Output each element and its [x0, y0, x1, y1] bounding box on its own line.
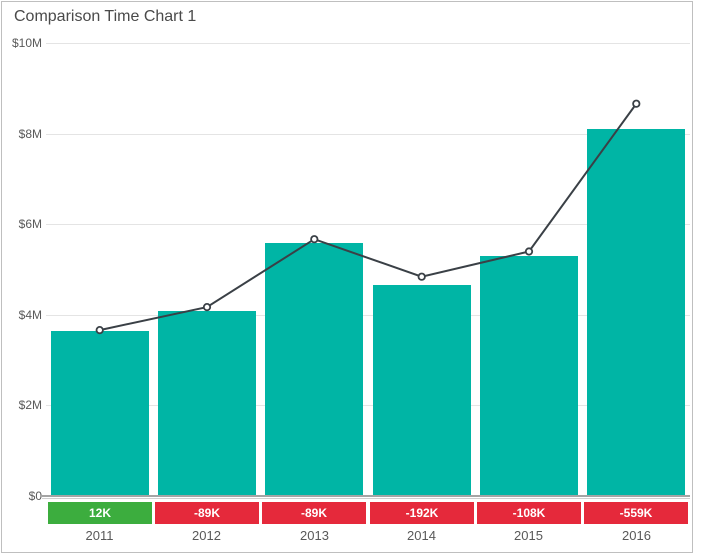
- bar-2016: [587, 129, 685, 496]
- bar-2014: [373, 285, 471, 496]
- bar-2013: [265, 243, 363, 496]
- y-axis-tick-label: $10M: [11, 36, 42, 50]
- line-series-path: [99, 103, 638, 332]
- line-marker-2014: [417, 272, 426, 281]
- y-gridline: [46, 43, 690, 44]
- delta-label-2016: -559K: [584, 502, 688, 524]
- line-marker-2012: [202, 302, 212, 312]
- x-axis-line-shadow: [42, 498, 690, 499]
- y-axis-tick-label: $0: [28, 489, 42, 503]
- y-gridline: [46, 314, 690, 316]
- category-label-2011: 2011: [85, 528, 114, 543]
- line-marker-2013: [310, 235, 319, 244]
- y-gridline: [46, 133, 690, 135]
- y-gridline: [46, 224, 690, 226]
- line-marker-2011: [95, 325, 104, 335]
- page-title: Comparison Time Chart 1: [14, 8, 197, 25]
- bar-2015: [480, 256, 578, 496]
- delta-label-2015: -108K: [477, 502, 581, 524]
- delta-label-2014: -192K: [370, 502, 474, 524]
- y-axis-tick-label: $6M: [18, 217, 42, 232]
- y-axis-tick-label: $4M: [18, 307, 42, 322]
- line-marker-2015: [524, 247, 534, 256]
- line-marker-2016: [632, 99, 641, 108]
- delta-label-2011: 12K: [48, 502, 152, 524]
- category-label-2016: 2016: [622, 528, 651, 543]
- category-label-2014: 2014: [407, 528, 436, 543]
- delta-label-2013: -89K: [262, 502, 366, 524]
- category-label-2012: 2012: [192, 528, 221, 543]
- chart-panel: Comparison Time Chart 1 $0 $2M $4M $6M $8M $1…: [1, 1, 693, 553]
- y-axis-tick-label: $2M: [18, 398, 42, 413]
- category-label-2013: 2013: [300, 528, 329, 543]
- category-label-2015: 2015: [514, 528, 543, 543]
- x-axis-line: [42, 495, 690, 497]
- y-gridline: [46, 405, 690, 407]
- bar-2012: [158, 311, 256, 496]
- line-series-layer: [95, 99, 641, 335]
- y-axis-tick-label: $8M: [18, 126, 42, 141]
- bar-2011: [51, 330, 149, 496]
- delta-label-2012: -89K: [155, 502, 259, 524]
